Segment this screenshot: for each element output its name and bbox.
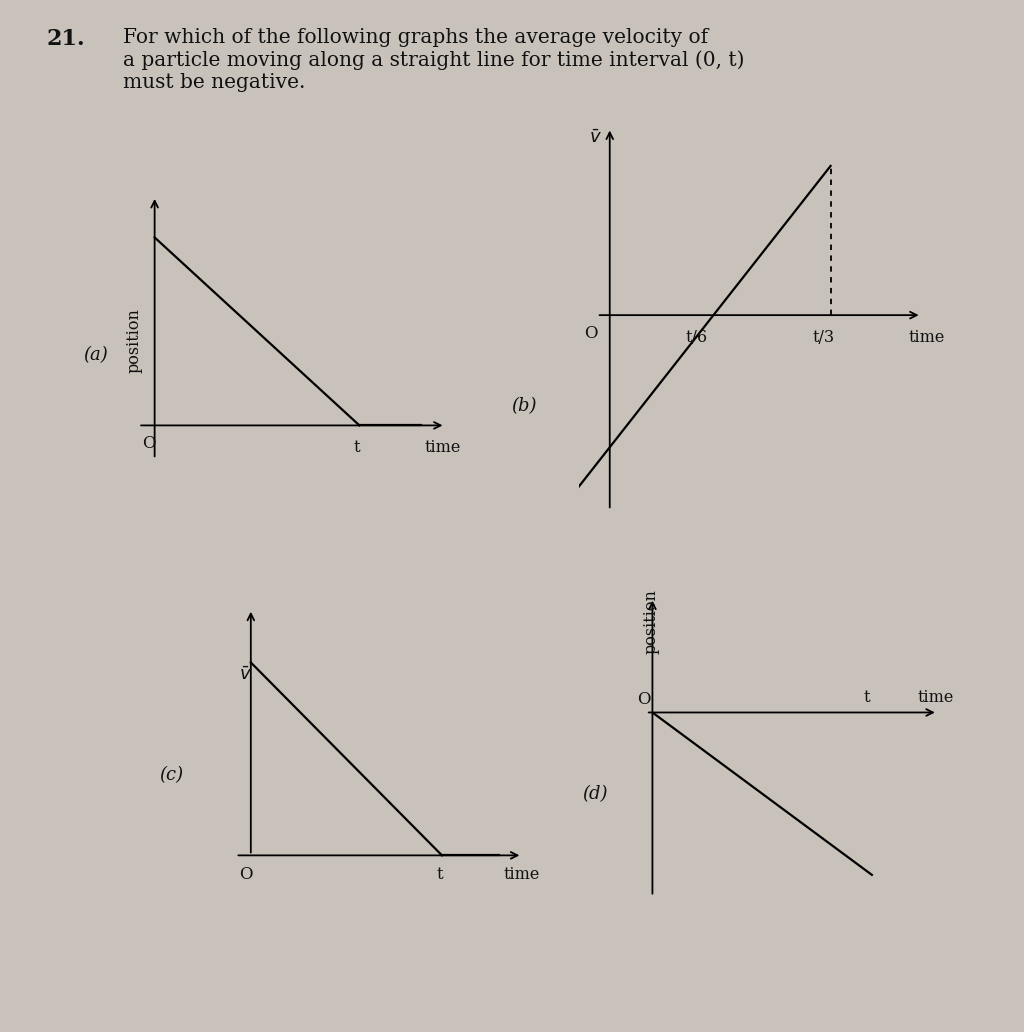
Text: t: t: [863, 688, 869, 706]
Text: t/6: t/6: [685, 329, 708, 346]
Text: O: O: [142, 434, 156, 452]
Text: For which of the following graphs the average velocity of
a particle moving alon: For which of the following graphs the av…: [123, 28, 744, 92]
Text: O: O: [637, 690, 650, 708]
Text: t: t: [436, 866, 442, 883]
Text: position: position: [642, 589, 659, 654]
Text: (b): (b): [511, 396, 537, 415]
Text: time: time: [908, 329, 945, 346]
Text: (a): (a): [83, 346, 108, 363]
Text: (c): (c): [159, 767, 183, 784]
Text: $\bar{v}$: $\bar{v}$: [240, 666, 252, 683]
Text: 21.: 21.: [46, 28, 85, 50]
Text: position: position: [125, 309, 142, 374]
Text: (d): (d): [583, 785, 607, 803]
Text: t: t: [353, 439, 359, 456]
Text: time: time: [503, 866, 540, 883]
Text: O: O: [584, 325, 597, 342]
Text: O: O: [240, 866, 253, 883]
Text: time: time: [425, 439, 462, 456]
Text: time: time: [918, 688, 954, 706]
Text: t/3: t/3: [812, 329, 835, 346]
Text: $\bar{v}$: $\bar{v}$: [589, 129, 602, 147]
